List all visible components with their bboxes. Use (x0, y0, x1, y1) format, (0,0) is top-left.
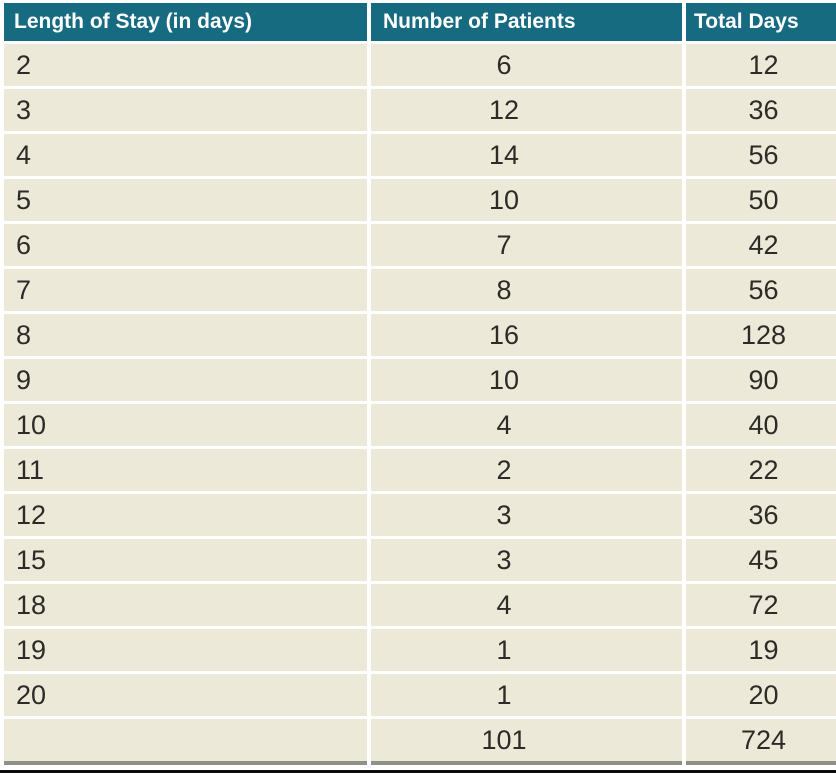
table-row-cell: 45 (686, 539, 836, 581)
table-row: 8 16 128 (4, 314, 836, 356)
table-row-cell: 6 (4, 224, 367, 266)
table-header: Length of Stay (in days) Number of Patie… (4, 3, 836, 41)
table-row-cell: 14 (371, 134, 682, 176)
table-row: 18 4 72 (4, 584, 836, 626)
table-row-cell: 42 (686, 224, 836, 266)
table-row-cell: 56 (686, 269, 836, 311)
table-row-cell: 4 (371, 584, 682, 626)
table-body: 2 6 12 3 12 36 4 14 56 5 10 50 6 7 42 7 8 56 8 16 128 9 10 90 10… (4, 44, 836, 765)
table-row-cell: 12 (371, 89, 682, 131)
table-row: 10 4 40 (4, 404, 836, 446)
table-row-cell: 1 (371, 674, 682, 716)
table-row-cell: 1 (371, 629, 682, 671)
table-row: 5 10 50 (4, 179, 836, 221)
table-row-cell: 2 (4, 44, 367, 86)
header-length-of-stay: Length of Stay (in days) (4, 3, 367, 41)
table-row: 9 10 90 (4, 359, 836, 401)
table-row-cell: 10 (4, 404, 367, 446)
header-number-of-patients: Number of Patients (371, 3, 682, 41)
table-row-cell: 22 (686, 449, 836, 491)
bottom-page-rule (0, 770, 836, 773)
table-row-cell: 8 (4, 314, 367, 356)
totals-row-cell (4, 719, 367, 765)
table-row-cell: 4 (4, 134, 367, 176)
table-row-cell: 19 (686, 629, 836, 671)
table-row-cell: 10 (371, 179, 682, 221)
table-row-cell: 16 (371, 314, 682, 356)
table-row-cell: 36 (686, 494, 836, 536)
table-row-cell: 6 (371, 44, 682, 86)
table-row: 11 2 22 (4, 449, 836, 491)
table-row-cell: 3 (4, 89, 367, 131)
table-row-cell: 90 (686, 359, 836, 401)
table-row: 4 14 56 (4, 134, 836, 176)
table-row-cell: 36 (686, 89, 836, 131)
table-row: 12 3 36 (4, 494, 836, 536)
table-row-cell: 11 (4, 449, 367, 491)
totals-row-cell: 101 (371, 719, 682, 765)
table-row-cell: 9 (4, 359, 367, 401)
table-row-cell: 56 (686, 134, 836, 176)
table-row-cell: 15 (4, 539, 367, 581)
table-row-cell: 7 (4, 269, 367, 311)
table-row-cell: 12 (686, 44, 836, 86)
table-row-cell: 72 (686, 584, 836, 626)
table-row-cell: 18 (4, 584, 367, 626)
totals-row-cell: 724 (686, 719, 836, 765)
table-row-cell: 7 (371, 224, 682, 266)
table-row: 7 8 56 (4, 269, 836, 311)
table-row-cell: 20 (686, 674, 836, 716)
table-row: 19 1 19 (4, 629, 836, 671)
table-row-cell: 50 (686, 179, 836, 221)
table-row-cell: 3 (371, 539, 682, 581)
table-row: 2 6 12 (4, 44, 836, 86)
table-row-cell: 128 (686, 314, 836, 356)
table-row-cell: 19 (4, 629, 367, 671)
table-row-cell: 8 (371, 269, 682, 311)
table-row: 15 3 45 (4, 539, 836, 581)
table-row-cell: 20 (4, 674, 367, 716)
table-row-cell: 40 (686, 404, 836, 446)
table-row-cell: 2 (371, 449, 682, 491)
totals-row: 101 724 (4, 719, 836, 765)
table-row: 20 1 20 (4, 674, 836, 716)
header-row: Length of Stay (in days) Number of Patie… (4, 3, 836, 41)
table-row: 6 7 42 (4, 224, 836, 266)
header-total-days: Total Days (686, 3, 836, 41)
table-row-cell: 12 (4, 494, 367, 536)
table-row-cell: 3 (371, 494, 682, 536)
table-row-cell: 4 (371, 404, 682, 446)
table-row-cell: 10 (371, 359, 682, 401)
table-row-cell: 5 (4, 179, 367, 221)
table-row: 3 12 36 (4, 89, 836, 131)
